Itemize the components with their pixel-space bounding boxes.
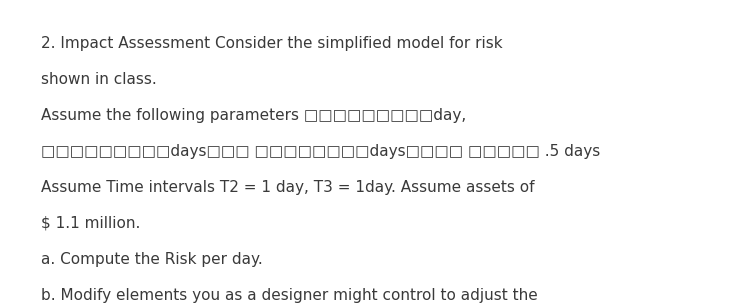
- Text: Assume the following parameters □□□□□□□□□day,: Assume the following parameters □□□□□□□□…: [41, 108, 467, 123]
- Text: □□□□□□□□□days□□□ □□□□□□□□days□□□□ □□□□□ .5 days: □□□□□□□□□days□□□ □□□□□□□□days□□□□ □□□□□ …: [41, 144, 601, 159]
- Text: b. Modify elements you as a designer might control to adjust the: b. Modify elements you as a designer mig…: [41, 288, 538, 302]
- Text: a. Compute the Risk per day.: a. Compute the Risk per day.: [41, 252, 263, 267]
- Text: 2. Impact Assessment Consider the simplified model for risk: 2. Impact Assessment Consider the simpli…: [41, 36, 503, 51]
- Text: $ 1.1 million.: $ 1.1 million.: [41, 216, 141, 231]
- Text: shown in class.: shown in class.: [41, 72, 157, 87]
- Text: Assume Time intervals T2 = 1 day, T3 = 1day. Assume assets of: Assume Time intervals T2 = 1 day, T3 = 1…: [41, 180, 535, 195]
